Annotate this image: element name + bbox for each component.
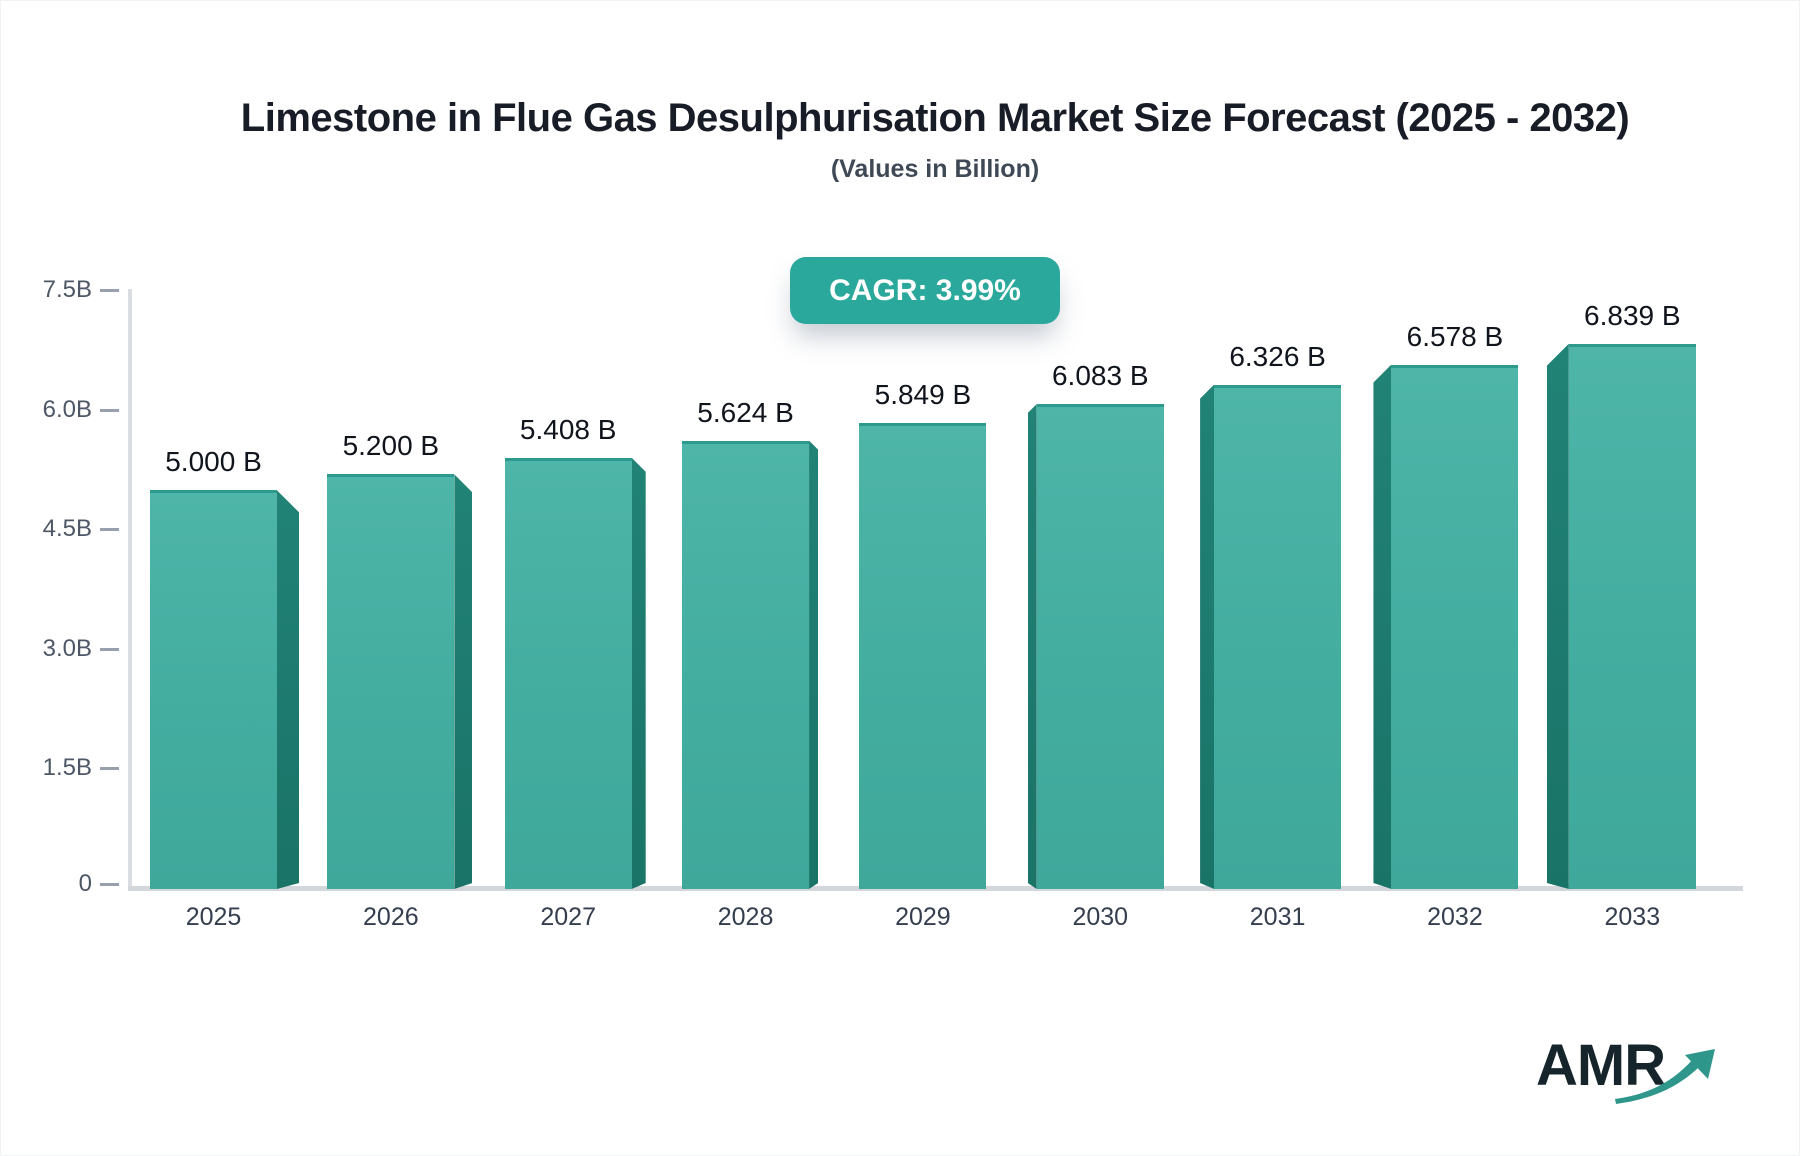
bar-value-label-2027: 5.408 B xyxy=(519,413,617,445)
x-axis-label-2028: 2028 xyxy=(717,903,774,931)
x-axis-label-2027: 2027 xyxy=(540,903,596,931)
bar-value-label-2032: 6.578 B xyxy=(1406,320,1504,352)
bar-value-label-2033: 6.839 B xyxy=(1584,299,1681,331)
y-axis-tick-label: 3.0B xyxy=(42,634,92,662)
y-axis-tick-mark xyxy=(100,767,119,771)
x-axis-label-2032: 2032 xyxy=(1427,903,1483,931)
bar-2028 xyxy=(682,440,810,889)
bar-2032 xyxy=(1391,364,1519,889)
y-axis-tick-label: 7.5B xyxy=(42,276,92,303)
amr-logo: AMR xyxy=(1536,1032,1716,1112)
y-axis-tick-label: 4.5B xyxy=(42,515,92,543)
x-axis-label-2033: 2033 xyxy=(1604,903,1661,931)
y-axis-tick-mark xyxy=(100,883,119,886)
bar-2029 xyxy=(859,422,987,889)
y-axis-tick-mark xyxy=(100,408,119,412)
bar-2030 xyxy=(1036,403,1164,889)
x-axis-label-2025: 2025 xyxy=(185,903,242,931)
bar-2025 xyxy=(150,490,277,889)
bar-2026 xyxy=(327,474,455,889)
growth-trend-arrow-icon xyxy=(1615,1049,1715,1104)
bar-2027 xyxy=(504,457,632,889)
cagr-badge: CAGR: 3.99% xyxy=(790,257,1060,324)
bar-side-face-2025 xyxy=(277,490,299,889)
x-axis-label-2026: 2026 xyxy=(363,903,419,931)
x-axis-label-2030: 2030 xyxy=(1072,903,1129,931)
chart-title: Limestone in Flue Gas Desulphurisation M… xyxy=(240,96,1630,140)
y-axis-tick-mark xyxy=(100,528,119,532)
bar-side-face-2030 xyxy=(1028,404,1037,889)
bar-value-label-2028: 5.624 B xyxy=(697,396,794,428)
bar-value-label-2031: 6.326 B xyxy=(1229,340,1326,372)
bar-value-label-2026: 5.200 B xyxy=(342,430,440,462)
bar-value-label-2030: 6.083 B xyxy=(1051,359,1149,391)
chart-subtitle: (Values in Billion) xyxy=(830,155,1040,183)
x-axis-label-2031: 2031 xyxy=(1249,903,1306,931)
bar-2031 xyxy=(1214,384,1342,889)
bar-side-face-2028 xyxy=(809,441,818,889)
y-axis-tick-mark xyxy=(100,289,119,292)
bar-side-face-2032 xyxy=(1373,365,1391,889)
bar-value-label-2029: 5.849 B xyxy=(874,378,972,410)
bar-side-face-2026 xyxy=(454,474,472,889)
y-axis-tick-mark xyxy=(100,647,119,651)
y-axis-tick-label: 1.5B xyxy=(42,754,92,782)
bar-side-face-2033 xyxy=(1547,344,1569,889)
bar-2033 xyxy=(1568,343,1696,889)
x-axis-label-2029: 2029 xyxy=(895,903,951,931)
bar-value-label-2025: 5.000 B xyxy=(165,446,262,478)
chart-header: Limestone in Flue Gas Desulphurisation M… xyxy=(70,0,1800,184)
y-axis-line xyxy=(128,289,132,891)
bar-side-face-2027 xyxy=(632,458,646,889)
y-axis-tick-label: 0 xyxy=(78,870,92,897)
bar-side-face-2031 xyxy=(1200,385,1214,889)
y-axis-tick-label: 6.0B xyxy=(42,395,92,423)
amr-logo-text: AMR xyxy=(1536,1033,1666,1098)
